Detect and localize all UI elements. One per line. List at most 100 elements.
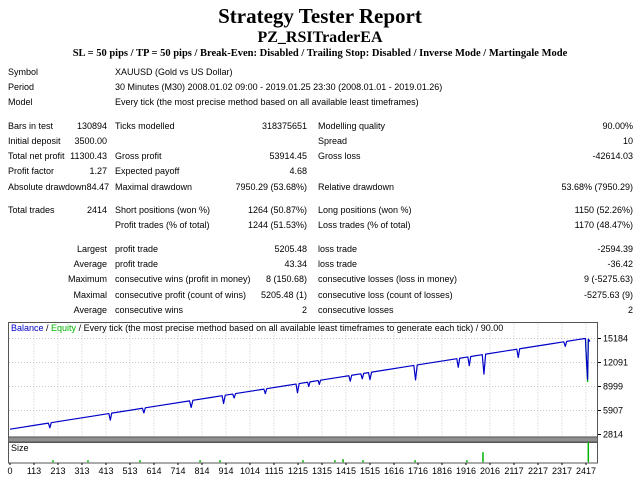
row-value: 130894 <box>76 120 107 131</box>
x-axis-label: 213 <box>50 466 65 476</box>
report-row: Period 30 Minutes (M30) 2008.01.02 09:00 … <box>8 79 633 94</box>
row-value: 43.34 <box>284 258 307 269</box>
report-cell-group: Absolute drawdown 84.47 <box>8 181 109 192</box>
row-label: profit trade <box>115 243 159 254</box>
report-header: Strategy Tester Report PZ_RSITraderEA SL… <box>0 4 640 61</box>
page-title: Strategy Tester Report <box>218 4 422 28</box>
balance-chart-panel: Balance / Equity / Every tick (the most … <box>0 322 640 480</box>
lot-size-bar <box>414 460 416 463</box>
row-label: consecutive losses <box>318 304 394 315</box>
y-axis-label: 12091 <box>603 358 628 368</box>
x-axis-label: 1215 <box>288 466 308 476</box>
row-label: Every tick (the most precise method base… <box>115 97 419 108</box>
row-value: 1244 (51.53%) <box>247 220 307 231</box>
report-cell-group: consecutive profit (count of wins) 5205.4… <box>115 290 307 300</box>
x-axis-label: 113 <box>27 466 41 476</box>
row-label: loss trade <box>318 258 358 269</box>
report-cell-group: consecutive wins (profit in money) 8 (150… <box>115 274 307 284</box>
lot-size-bar <box>87 460 89 463</box>
report-cell-group: Average <box>8 305 107 315</box>
row-value: Maximum <box>67 274 107 285</box>
row-value: 53914.45 <box>269 151 307 162</box>
row-value: Average <box>73 304 107 315</box>
x-axis-label: 1014 <box>240 466 260 476</box>
report-cell-group: Bars in test 130894 <box>8 121 107 131</box>
report-cell-group: Initial deposit 3500.00 <box>8 136 107 146</box>
row-value: 10 <box>622 135 633 146</box>
row-value: Maximal <box>73 289 107 300</box>
x-axis-label: 714 <box>170 466 185 476</box>
lot-size-bar <box>482 452 484 463</box>
ea-name: PZ_RSITraderEA <box>257 29 383 46</box>
report-cell-group: Gross loss -42614.03 <box>318 151 633 161</box>
row-label: Period <box>8 81 35 92</box>
x-axis-label: 313 <box>74 466 89 476</box>
row-label: 30 Minutes (M30) 2008.01.02 09:00 - 2019… <box>115 81 443 92</box>
report-cell-group: Maximum <box>8 274 107 284</box>
lot-size-bar <box>362 460 364 463</box>
row-label: Total net profit <box>8 151 65 162</box>
row-value: 3500.00 <box>74 135 107 146</box>
report-row: Absolute drawdown 84.47 Maximal drawdown 79… <box>8 179 633 194</box>
x-axis-label: 2117 <box>504 466 523 476</box>
row-label: Absolute drawdown <box>8 181 87 192</box>
report-cell-group: Long positions (won %) 1150 (52.26%) <box>318 205 633 215</box>
report-row: Total net profit 11300.43 Gross profit 5391… <box>8 148 633 163</box>
row-value: 5205.48 <box>274 243 307 254</box>
x-axis-label: 2417 <box>576 466 596 476</box>
report-cell-group: Relative drawdown 53.68% (7950.29) <box>318 182 633 192</box>
row-label: Loss trades (% of total) <box>318 220 411 231</box>
x-axis-label: 1816 <box>432 466 452 476</box>
y-axis-label: 2814 <box>603 430 623 440</box>
row-label: Bars in test <box>8 120 54 131</box>
row-value: 5205.48 (1) <box>260 289 307 300</box>
report-cell-group: Largest <box>8 244 107 254</box>
x-axis-label: 1115 <box>265 466 284 476</box>
x-axis-label: 1515 <box>360 466 380 476</box>
report-cell-group: Profit trades (% of total) 1244 (51.53%) <box>115 220 307 230</box>
report-cell-group: Ticks modelled 318375651 <box>115 121 307 131</box>
ea-settings-line: SL = 50 pips / TP = 50 pips / Break-Even… <box>72 48 568 59</box>
report-cell-group: loss trade -2594.39 <box>318 244 633 254</box>
x-axis-label: 1616 <box>384 466 404 476</box>
size-panel <box>8 442 598 464</box>
row-label: Total trades <box>8 205 55 216</box>
row-value: 2414 <box>86 205 107 216</box>
report-row: Maximal consecutive profit (count of wins… <box>8 287 633 302</box>
panel-separator <box>8 436 598 443</box>
row-label: Gross profit <box>115 151 162 162</box>
lot-size-bar <box>219 460 221 463</box>
report-cell-group: Total net profit 11300.43 <box>8 151 107 161</box>
report-cell-group: Profit factor 1.27 <box>8 166 107 176</box>
row-label: Spread <box>318 135 348 146</box>
row-label: Profit trades (% of total) <box>115 220 210 231</box>
report-row: Profit factor 1.27 Expected payoff 4.68 <box>8 164 633 179</box>
report-row: Total trades 2414 Short positions (won %) 1… <box>8 202 633 217</box>
row-label: consecutive loss (count of losses) <box>318 289 453 300</box>
lot-size-bar <box>466 460 468 463</box>
lot-size-bar <box>52 460 54 463</box>
report-cell-group: 30 Minutes (M30) 2008.01.02 09:00 - 2019… <box>115 82 633 92</box>
row-value: -36.42 <box>607 258 633 269</box>
row-value: 90.00% <box>602 120 633 131</box>
report-row: Average consecutive wins 2 consecutive loss… <box>8 302 633 317</box>
x-axis-label: 1716 <box>408 466 428 476</box>
row-label: Gross loss <box>318 151 361 162</box>
chart-legend: Balance / Equity / Every tick (the most … <box>11 323 503 333</box>
x-axis-label: 2217 <box>528 466 548 476</box>
x-axis-label: 614 <box>146 466 161 476</box>
report-cell-group: Symbol <box>8 67 107 77</box>
report-cell-group: Gross profit 53914.45 <box>115 151 307 161</box>
row-value: -2594.39 <box>597 243 633 254</box>
report-cell-group: Model <box>8 97 107 107</box>
lot-size-bar <box>302 460 304 463</box>
row-value: 2 <box>301 304 307 315</box>
x-axis-label: 814 <box>194 466 209 476</box>
report-row: Largest profit trade 5205.48 loss trade -259… <box>8 241 633 256</box>
row-label: consecutive wins <box>115 304 184 315</box>
lot-size-bar <box>342 459 344 463</box>
lot-size-bar <box>587 442 590 463</box>
y-axis-label: 5907 <box>603 406 623 416</box>
x-axis-label: 2016 <box>480 466 500 476</box>
x-axis-label: 1415 <box>336 466 356 476</box>
